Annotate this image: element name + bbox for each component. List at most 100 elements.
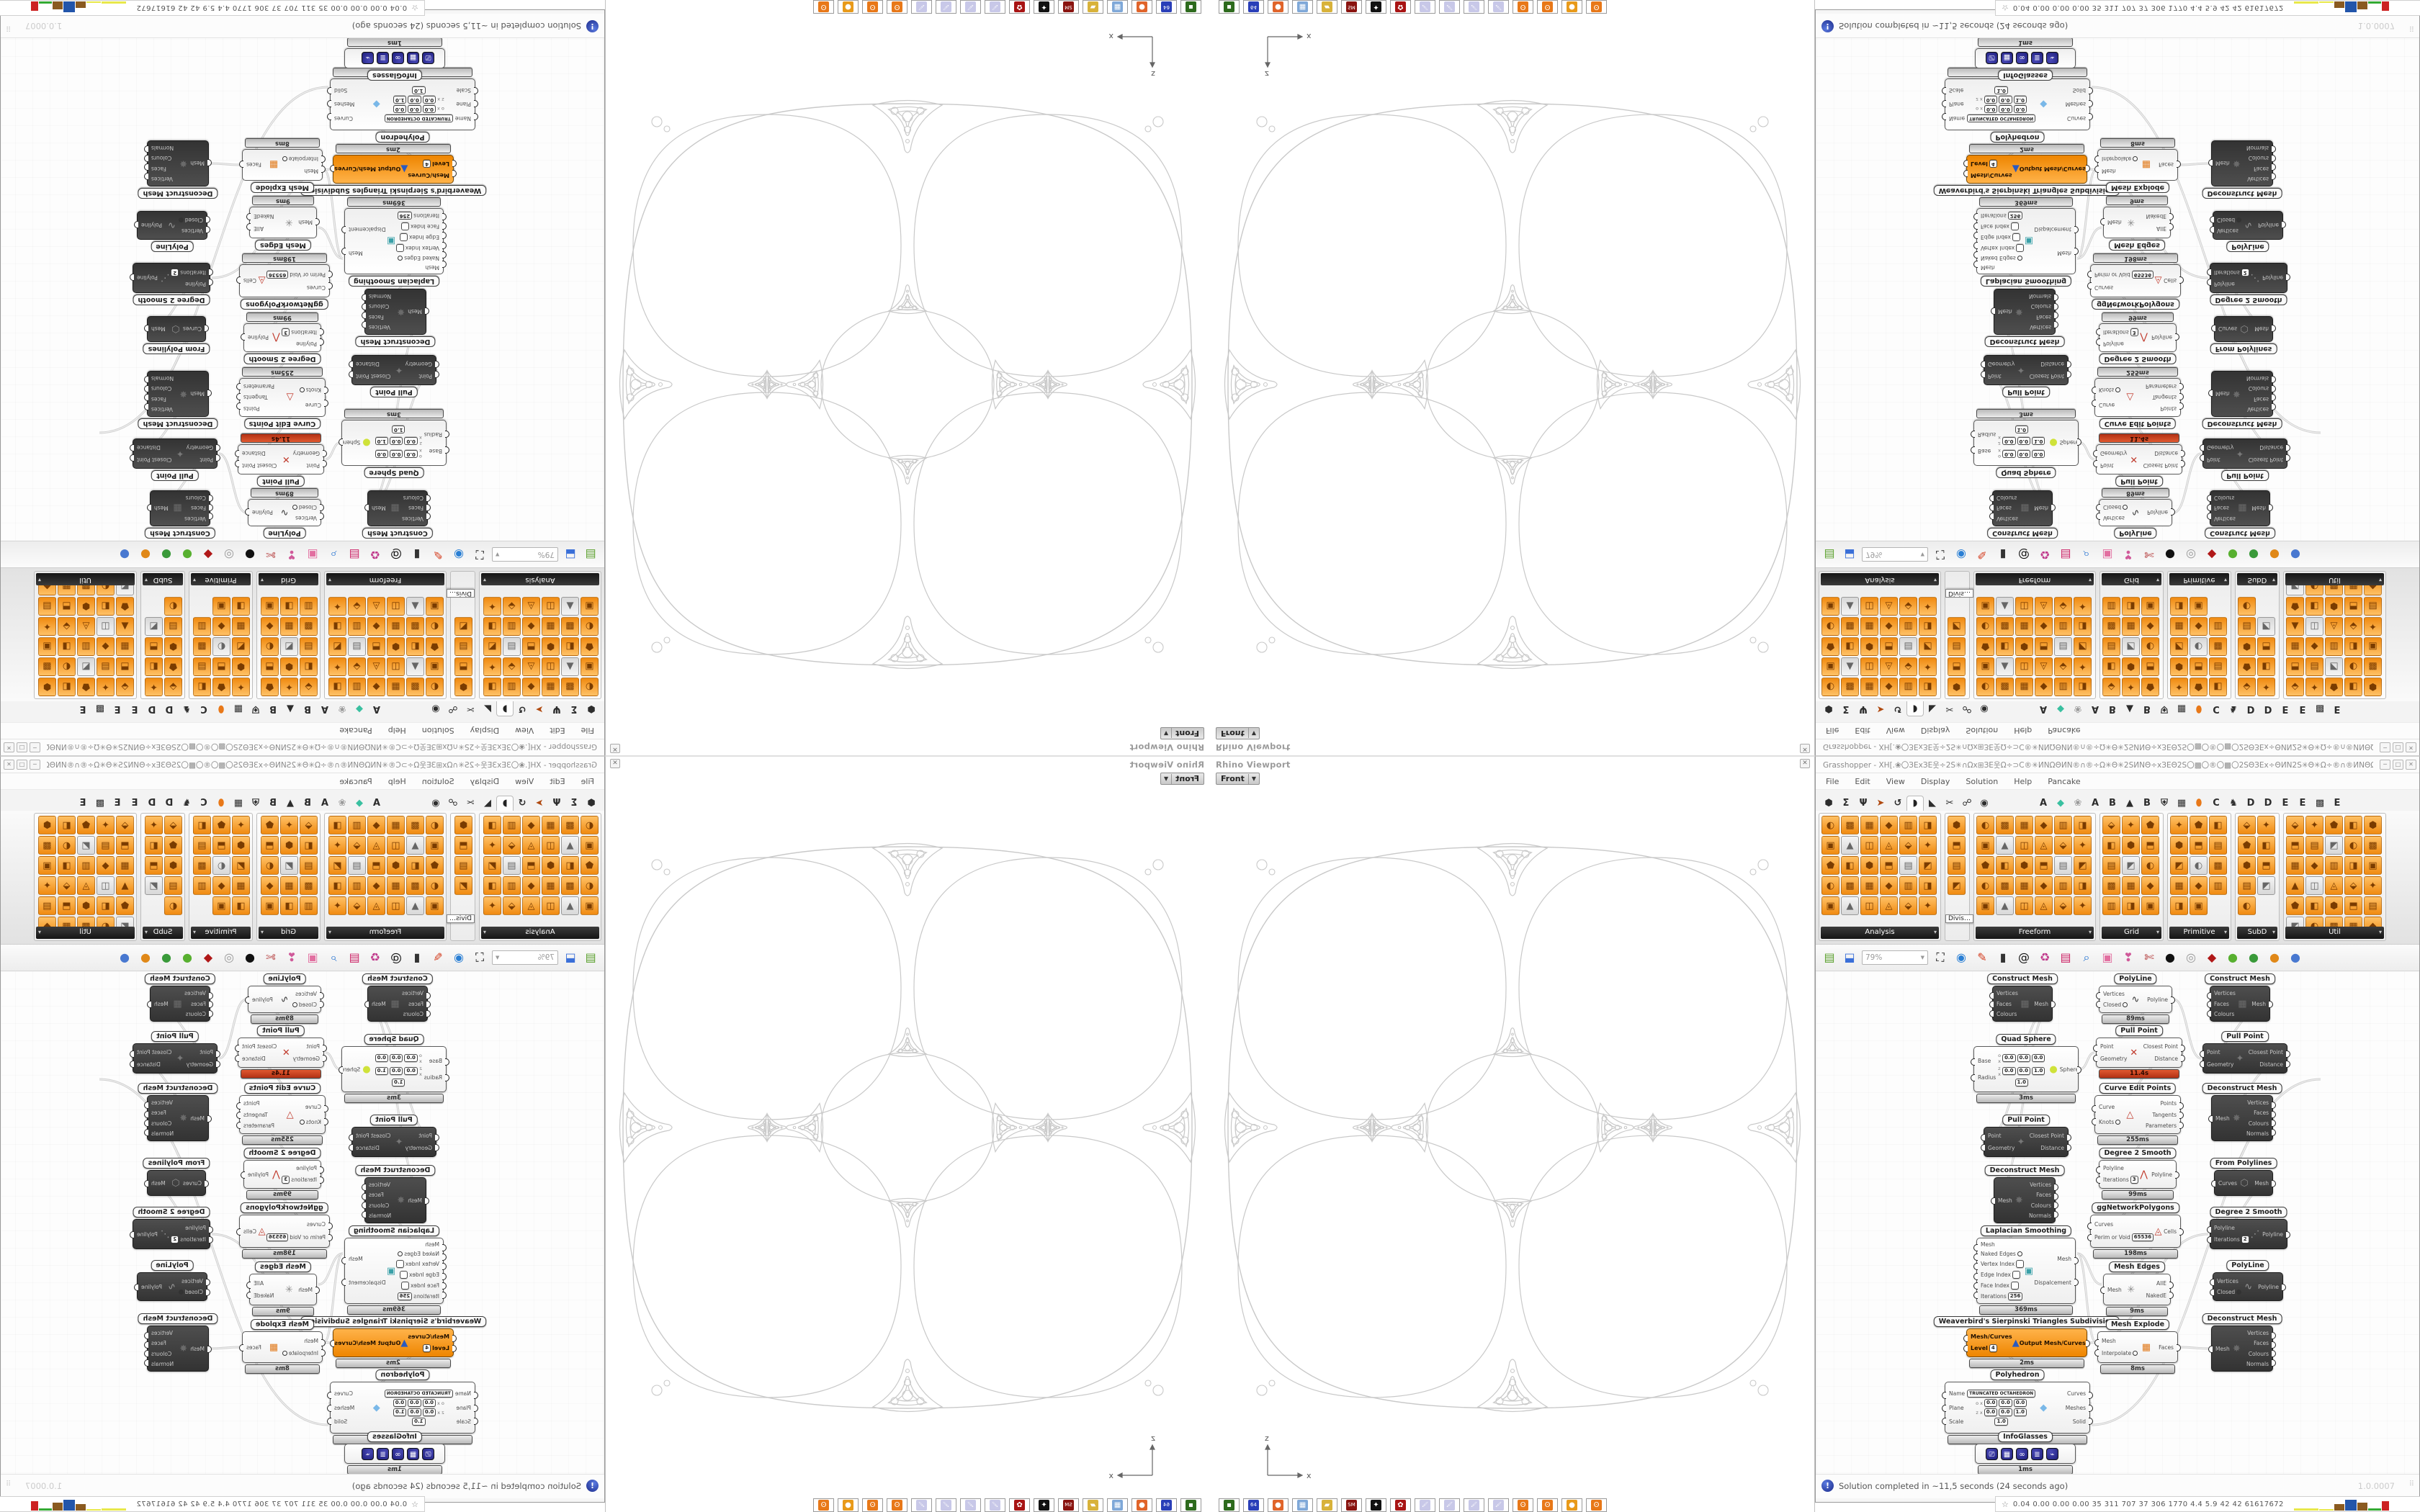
output-port[interactable] xyxy=(327,100,331,107)
doc-icon[interactable]: ▤ xyxy=(349,950,360,964)
component-icon[interactable]: ▥ xyxy=(503,678,521,696)
component-icon[interactable]: ◆ xyxy=(522,678,540,696)
plugin-tab[interactable]: ⬮ xyxy=(2195,703,2202,714)
component-icon[interactable]: ✦ xyxy=(483,597,501,616)
component-icon[interactable]: ◆ xyxy=(367,678,385,696)
maximize-button[interactable]: □ xyxy=(2393,760,2403,770)
gimp-icon[interactable]: 🖌 xyxy=(1415,0,1435,14)
infoglasses-button-icon[interactable]: ▦ xyxy=(407,52,419,65)
chevron-down-icon[interactable]: ▼ xyxy=(1247,774,1256,784)
output-port[interactable] xyxy=(341,248,346,256)
close-button[interactable]: ✕ xyxy=(2406,760,2416,770)
output-port[interactable] xyxy=(130,274,134,281)
plugin-tab[interactable]: ⬮ xyxy=(2195,798,2202,809)
component-icon[interactable]: ⬒ xyxy=(2286,836,2304,855)
component-icon[interactable]: ◩ xyxy=(232,637,250,656)
component-icon[interactable]: ◆ xyxy=(2305,637,2323,656)
component-icon[interactable]: ▣ xyxy=(212,597,230,616)
component-icon[interactable]: ◆ xyxy=(261,617,279,636)
component-icon[interactable]: ⬢ xyxy=(2170,657,2188,676)
component-icon[interactable]: ✦ xyxy=(483,836,501,855)
input-port[interactable] xyxy=(2093,1055,2097,1062)
menu-view[interactable]: View xyxy=(515,726,534,736)
component-icon[interactable]: ▲ xyxy=(1996,657,2014,676)
input-port[interactable] xyxy=(1973,213,1978,221)
input-port[interactable] xyxy=(1991,1197,1995,1205)
component-icon[interactable]: ◬ xyxy=(2035,896,2053,915)
component-icon[interactable]: ◐ xyxy=(212,637,230,656)
component-icon[interactable]: ◬ xyxy=(2035,657,2053,676)
calculator-icon[interactable]: ▦ xyxy=(1292,0,1313,14)
plugin-tab[interactable]: ▦ xyxy=(233,798,243,809)
gh-node-wb[interactable]: Mesh/Curves Level 4 ▲ Output Mesh/Curves xyxy=(330,1328,457,1357)
input-port[interactable] xyxy=(2093,450,2097,457)
component-icon[interactable]: ◨ xyxy=(232,597,250,616)
component-icon[interactable]: ▩ xyxy=(38,657,56,676)
input-port[interactable] xyxy=(1942,87,1946,94)
component-icon[interactable]: ◐ xyxy=(2141,856,2159,875)
black-app-icon[interactable]: ✦ xyxy=(1034,0,1054,14)
component-icon[interactable]: ✦ xyxy=(328,836,346,855)
component-icon[interactable]: ⬙ xyxy=(300,678,318,696)
component-icon[interactable]: ▩ xyxy=(2364,836,2382,855)
component-icon[interactable]: ◫ xyxy=(387,896,405,915)
component-icon[interactable]: ⬟ xyxy=(261,816,279,834)
palette-group-label[interactable]: Analysis ▾ xyxy=(1821,573,1939,585)
package-icon[interactable]: ▣ xyxy=(2102,950,2113,964)
component-icon[interactable]: ⬢ xyxy=(77,896,95,915)
category-tab-icon[interactable]: Σ xyxy=(1842,703,1850,714)
menu-display[interactable]: Display xyxy=(470,726,500,736)
component-icon[interactable]: ◐ xyxy=(426,617,444,636)
component-icon[interactable]: ◧ xyxy=(193,678,211,696)
gh-node-dm3[interactable]: Mesh ✸ Vertices Faces Colours Normals xyxy=(144,140,212,186)
component-icon[interactable]: ▥ xyxy=(503,876,521,895)
output-port[interactable] xyxy=(144,154,148,162)
menu-edit[interactable]: Edit xyxy=(550,776,565,786)
component-icon[interactable]: ◐ xyxy=(2238,896,2256,915)
component-icon[interactable]: ◧ xyxy=(58,678,76,696)
firefox2-icon[interactable]: ● xyxy=(1561,1498,1582,1512)
component-icon[interactable]: ⬢ xyxy=(280,657,298,676)
component-icon[interactable]: ⬒ xyxy=(58,896,76,915)
input-port[interactable] xyxy=(2207,991,2211,999)
resize-grip[interactable]: ⠿ xyxy=(5,24,12,32)
palette-group-label[interactable]: SubD ▾ xyxy=(143,927,183,939)
component-icon[interactable]: ◨ xyxy=(2344,856,2362,875)
component-icon[interactable]: ⬢ xyxy=(2238,856,2256,875)
component-icon[interactable]: ✦ xyxy=(483,896,501,915)
spheres-icon[interactable]: ● xyxy=(245,548,255,562)
output-port[interactable] xyxy=(2177,1344,2181,1351)
rings-icon[interactable]: ◎ xyxy=(224,950,234,964)
component-icon[interactable]: ▩ xyxy=(1996,678,2014,696)
component-icon[interactable]: ▥ xyxy=(2209,876,2227,895)
component-icon[interactable]: ⬙ xyxy=(2238,678,2256,696)
plugin-tab[interactable]: ⬮ xyxy=(218,798,225,809)
input-port[interactable] xyxy=(2208,159,2213,166)
plugin-tab[interactable]: E xyxy=(2282,703,2289,714)
package-icon[interactable]: ▣ xyxy=(2102,548,2113,562)
component-icon[interactable]: ⬙ xyxy=(2344,876,2362,895)
firefox-icon[interactable]: ● xyxy=(1268,1498,1289,1512)
component-icon[interactable]: ⬙ xyxy=(1899,896,1917,915)
component-icon[interactable]: ◐ xyxy=(261,856,279,875)
viewport-close-icon[interactable]: ✕ xyxy=(1800,759,1810,768)
floppy64-icon[interactable]: 64 xyxy=(1243,0,1264,14)
spheres-icon[interactable]: ● xyxy=(2165,548,2175,562)
component-icon[interactable]: ◬ xyxy=(522,657,540,676)
category-tab-icon[interactable]: Ψ xyxy=(552,798,561,809)
at-icon[interactable]: @ xyxy=(390,548,402,562)
plugin-tab[interactable]: ▲ xyxy=(2126,703,2133,714)
plugin-tab[interactable]: ▲ xyxy=(2126,798,2133,809)
input-port[interactable] xyxy=(1963,1344,1968,1352)
component-icon[interactable]: ◧ xyxy=(97,896,115,915)
component-icon[interactable]: ◆ xyxy=(2035,876,2053,895)
component-icon[interactable]: ▩ xyxy=(406,678,424,696)
component-icon[interactable]: ▲ xyxy=(116,617,134,636)
component-icon[interactable]: ⬙ xyxy=(2102,678,2120,696)
component-icon[interactable]: ◬ xyxy=(1880,597,1898,616)
component-icon[interactable]: ▣ xyxy=(581,896,599,915)
plugin-tab[interactable]: B xyxy=(304,703,311,714)
category-tab-icon[interactable]: ◉ xyxy=(1980,703,1989,714)
component-icon[interactable]: ✦ xyxy=(38,876,56,895)
gh-node-me[interactable]: Mesh ✳ AllE NakedE xyxy=(2100,207,2174,238)
